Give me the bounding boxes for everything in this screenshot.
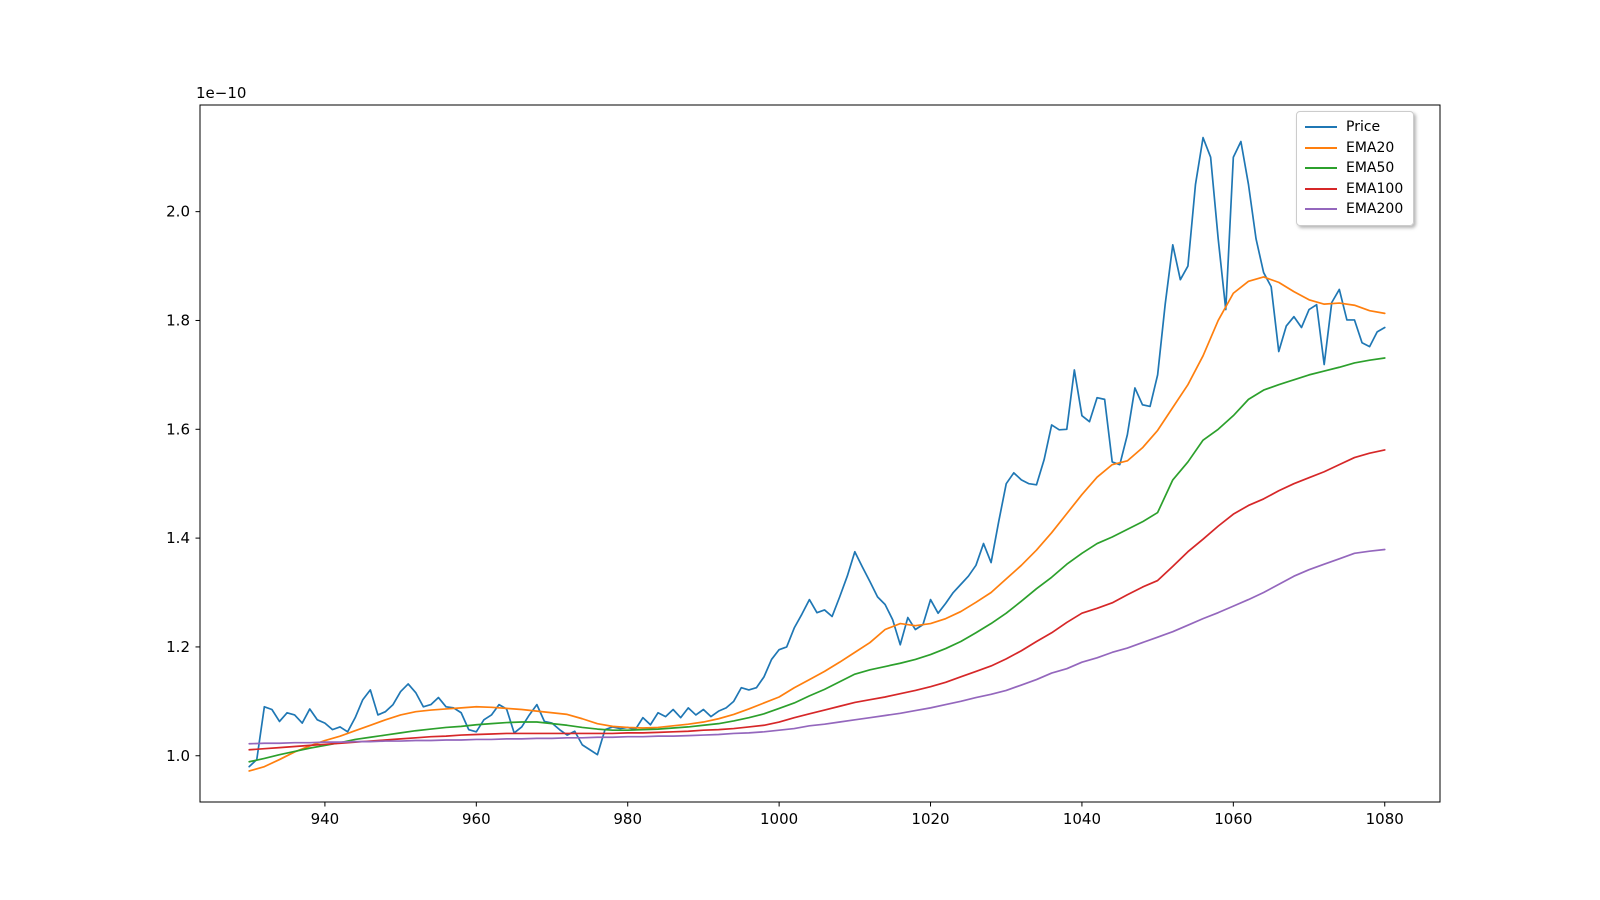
legend-item-price: Price xyxy=(1305,117,1403,138)
x-tick-label: 1020 xyxy=(911,810,949,828)
x-tick-label: 1040 xyxy=(1063,810,1101,828)
axes-spines xyxy=(199,104,1441,803)
x-tick-label: 940 xyxy=(311,810,340,828)
legend: Price EMA20 EMA50 EMA100 EMA200 xyxy=(1296,111,1415,226)
legend-line-sample xyxy=(1305,167,1337,170)
x-tick-label: 980 xyxy=(613,810,642,828)
x-tick-label: 1060 xyxy=(1214,810,1252,828)
ema200-line xyxy=(248,548,1386,745)
price-line xyxy=(248,136,1386,768)
ema50-line xyxy=(248,357,1386,763)
y-axis-offset-label: 1e−10 xyxy=(196,84,247,102)
y-tick-label: 1.6 xyxy=(166,420,190,438)
x-tick-label: 1080 xyxy=(1366,810,1404,828)
ema20-line xyxy=(248,276,1386,772)
legend-label: Price xyxy=(1346,119,1381,136)
y-tick-label: 2.0 xyxy=(166,203,190,221)
y-tick-label: 1.0 xyxy=(166,747,190,765)
legend-label: EMA100 xyxy=(1346,180,1404,197)
legend-item-ema200: EMA200 xyxy=(1305,199,1403,220)
legend-item-ema50: EMA50 xyxy=(1305,158,1403,179)
y-tick-label: 1.8 xyxy=(166,311,190,329)
legend-line-sample xyxy=(1305,146,1337,149)
legend-item-ema20: EMA20 xyxy=(1305,138,1403,159)
legend-line-sample xyxy=(1305,187,1337,190)
y-tick-label: 1.2 xyxy=(166,638,190,656)
legend-line-sample xyxy=(1305,126,1337,129)
legend-line-sample xyxy=(1305,208,1337,211)
legend-label: EMA20 xyxy=(1346,139,1395,156)
y-tick-label: 1.4 xyxy=(166,529,190,547)
legend-item-ema100: EMA100 xyxy=(1305,179,1403,200)
legend-label: EMA200 xyxy=(1346,201,1404,218)
legend-label: EMA50 xyxy=(1346,160,1395,177)
ema100-line xyxy=(248,449,1386,751)
x-tick-label: 1000 xyxy=(760,810,798,828)
x-tick-label: 960 xyxy=(462,810,491,828)
